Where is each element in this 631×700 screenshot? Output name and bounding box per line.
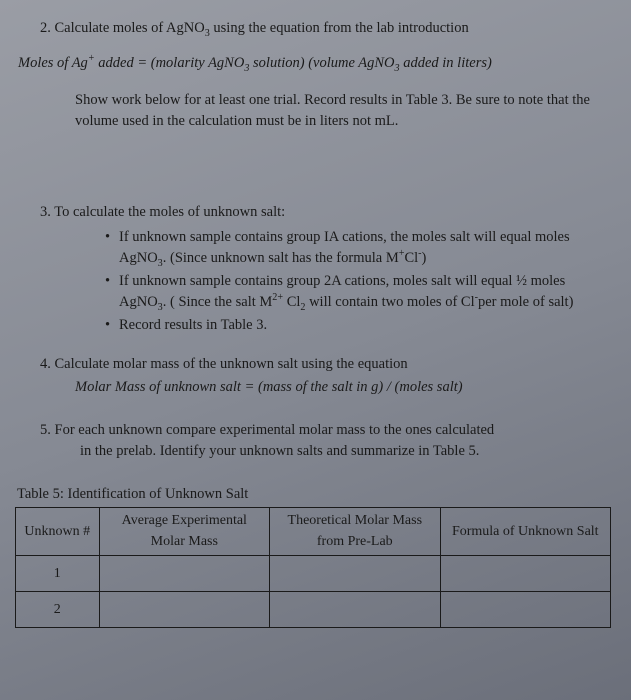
q2-instruction: Show work below for at least one trial. … bbox=[75, 90, 591, 132]
cell-unknown-num: 1 bbox=[16, 556, 100, 592]
text: Moles of Ag bbox=[18, 55, 88, 71]
text: 5. For each unknown compare experimental… bbox=[40, 422, 494, 438]
q2-equation: Moles of Ag+ added = (molarity AgNO3 sol… bbox=[18, 53, 611, 74]
cell-theo bbox=[270, 556, 440, 592]
question-3: 3. To calculate the moles of unknown sal… bbox=[15, 202, 611, 336]
q3-title: 3. To calculate the moles of unknown sal… bbox=[40, 202, 611, 223]
text: in the prelab. Identify your unknown sal… bbox=[80, 443, 479, 459]
text: 2. Calculate moles of AgNO bbox=[40, 20, 205, 36]
table-row: 2 bbox=[16, 592, 611, 628]
text: added in liters) bbox=[400, 55, 492, 71]
document-page: 2. Calculate moles of AgNO3 using the eq… bbox=[15, 18, 611, 628]
bullet-3: Record results in Table 3. bbox=[105, 315, 591, 336]
question-2: 2. Calculate moles of AgNO3 using the eq… bbox=[15, 18, 611, 132]
superscript: 2+ bbox=[272, 292, 283, 303]
bullet-2: If unknown sample contains group 2A cati… bbox=[105, 271, 591, 313]
text: solution) (volume AgNO bbox=[249, 55, 394, 71]
question-5: 5. For each unknown compare experimental… bbox=[40, 420, 591, 462]
cell-avg bbox=[99, 556, 269, 592]
text: using the equation from the lab introduc… bbox=[210, 20, 469, 36]
text: ) bbox=[422, 250, 427, 266]
text: Cl bbox=[283, 294, 300, 310]
cell-formula bbox=[440, 592, 610, 628]
table-header-row: Unknown # Average Experimental Molar Mas… bbox=[16, 508, 611, 556]
header-avg: Average Experimental Molar Mass bbox=[99, 508, 269, 556]
text: will contain two moles of Cl bbox=[305, 294, 474, 310]
cell-theo bbox=[270, 592, 440, 628]
table-caption: Table 5: Identification of Unknown Salt bbox=[17, 484, 611, 505]
q2-title: 2. Calculate moles of AgNO3 using the eq… bbox=[40, 18, 611, 39]
q3-bullets: If unknown sample contains group IA cati… bbox=[105, 227, 591, 336]
superscript: + bbox=[88, 53, 95, 64]
bullet-1: If unknown sample contains group IA cati… bbox=[105, 227, 591, 269]
table-5: Unknown # Average Experimental Molar Mas… bbox=[15, 507, 611, 628]
q4-equation: Molar Mass of unknown salt = (mass of th… bbox=[75, 377, 611, 398]
text: added = (molarity AgNO bbox=[95, 55, 245, 71]
text: per mole of salt) bbox=[478, 294, 573, 310]
text: . (Since unknown salt has the formula M bbox=[163, 250, 399, 266]
question-4: 4. Calculate molar mass of the unknown s… bbox=[15, 354, 611, 398]
header-theo: Theoretical Molar Mass from Pre-Lab bbox=[270, 508, 440, 556]
text: . ( Since the salt M bbox=[163, 294, 273, 310]
header-formula: Formula of Unknown Salt bbox=[440, 508, 610, 556]
cell-unknown-num: 2 bbox=[16, 592, 100, 628]
q4-title: 4. Calculate molar mass of the unknown s… bbox=[40, 354, 611, 375]
table-row: 1 bbox=[16, 556, 611, 592]
header-unknown: Unknown # bbox=[16, 508, 100, 556]
cell-formula bbox=[440, 556, 610, 592]
cell-avg bbox=[99, 592, 269, 628]
text: Cl bbox=[404, 250, 418, 266]
